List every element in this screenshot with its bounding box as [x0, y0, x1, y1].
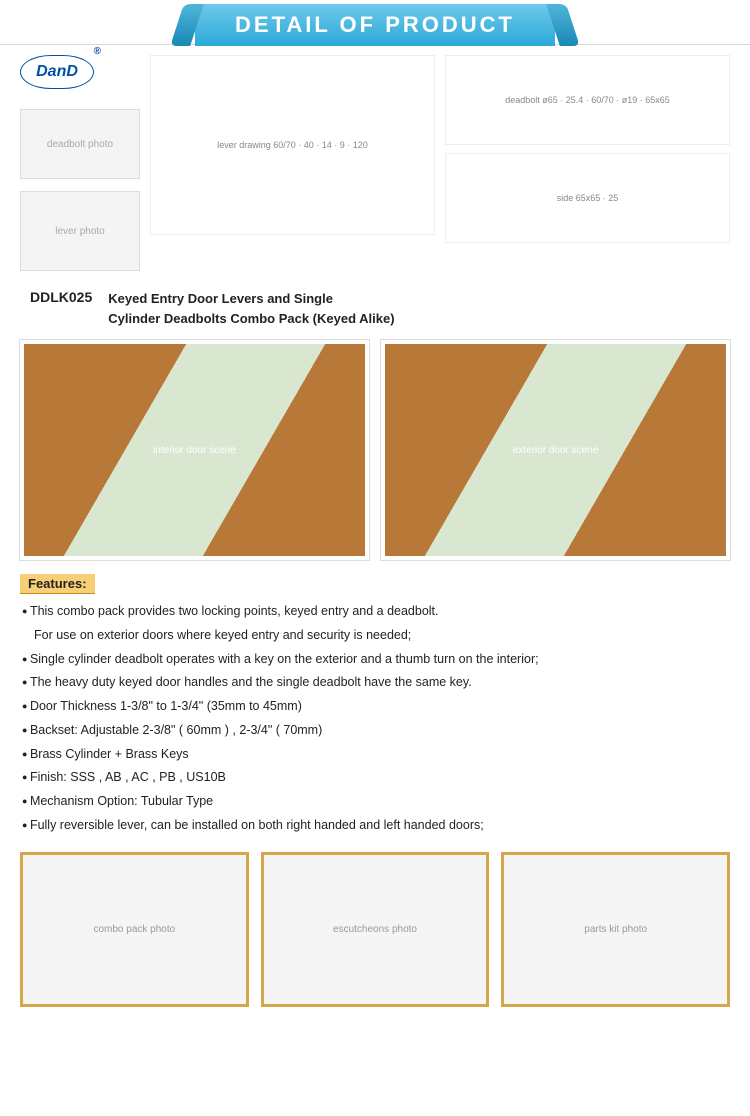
title-line-1: Keyed Entry Door Levers and Single — [108, 289, 394, 309]
product-title: Keyed Entry Door Levers and Single Cylin… — [108, 289, 394, 328]
gallery-image-3: parts kit photo — [501, 852, 730, 1007]
brand-logo: DanD ® — [20, 55, 94, 89]
gallery-image-2: escutcheons photo — [261, 852, 490, 1007]
feature-item: This combo pack provides two locking poi… — [22, 600, 730, 624]
lifestyle-gallery: interior door scene exterior door scene — [0, 340, 750, 574]
features-section: Features: This combo pack provides two l… — [0, 574, 750, 852]
header: DETAIL OF PRODUCT — [0, 0, 750, 50]
logo-text: DanD — [36, 63, 78, 81]
title-line-2: Cylinder Deadbolts Combo Pack (Keyed Ali… — [108, 309, 394, 329]
lifestyle-image-exterior: exterior door scene — [381, 340, 730, 560]
feature-item: Door Thickness 1-3/8" to 1-3/4" (35mm to… — [22, 695, 730, 719]
lever-image: lever photo — [20, 191, 140, 271]
gallery-image-1: combo pack photo — [20, 852, 249, 1007]
feature-item: Fully reversible lever, can be installed… — [22, 814, 730, 838]
lifestyle-image-interior: interior door scene — [20, 340, 369, 560]
product-code: DDLK025 — [30, 289, 92, 305]
deadbolt-image: deadbolt photo — [20, 109, 140, 179]
tech-section: DanD ® deadbolt photo lever photo lever … — [0, 45, 750, 289]
drawing-lever: lever drawing 60/70 · 40 · 14 · 9 · 120 — [150, 55, 435, 235]
feature-item: Single cylinder deadbolt operates with a… — [22, 648, 730, 672]
drawing-deadbolt: deadbolt ø65 · 25.4 · 60/70 · ø19 · 65x6… — [445, 55, 730, 145]
drawing-side: side 65x65 · 25 — [445, 153, 730, 243]
feature-item: The heavy duty keyed door handles and th… — [22, 671, 730, 695]
feature-item: Brass Cylinder + Brass Keys — [22, 743, 730, 767]
feature-item: Finish: SSS , AB , AC , PB , US10B — [22, 766, 730, 790]
feature-item-sub: For use on exterior doors where keyed en… — [22, 624, 730, 648]
product-thumbs: deadbolt photo lever photo — [20, 89, 140, 271]
product-title-row: DDLK025 Keyed Entry Door Levers and Sing… — [0, 289, 750, 340]
features-list: This combo pack provides two locking poi… — [20, 594, 730, 838]
feature-item: Mechanism Option: Tubular Type — [22, 790, 730, 814]
logo-col: DanD ® deadbolt photo lever photo — [20, 55, 140, 283]
technical-drawings: lever drawing 60/70 · 40 · 14 · 9 · 120 … — [140, 55, 730, 283]
feature-item: Backset: Adjustable 2-3/8" ( 60mm ) , 2-… — [22, 719, 730, 743]
registered-icon: ® — [94, 46, 101, 57]
features-heading: Features: — [20, 574, 95, 594]
header-title: DETAIL OF PRODUCT — [195, 4, 555, 46]
bottom-gallery: combo pack photo escutcheons photo parts… — [0, 852, 750, 1021]
